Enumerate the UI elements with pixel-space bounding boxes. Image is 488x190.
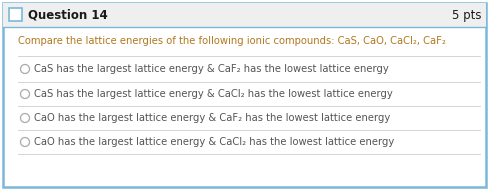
Text: CaO has the largest lattice energy & CaCl₂ has the lowest lattice energy: CaO has the largest lattice energy & CaC… <box>34 137 393 147</box>
Bar <box>9 8 22 21</box>
Text: CaO has the largest lattice energy & CaF₂ has the lowest lattice energy: CaO has the largest lattice energy & CaF… <box>34 113 389 123</box>
Text: 5 pts: 5 pts <box>450 9 480 21</box>
Text: Question 14: Question 14 <box>28 9 107 21</box>
Bar <box>3 3 485 27</box>
Text: CaS has the largest lattice energy & CaF₂ has the lowest lattice energy: CaS has the largest lattice energy & CaF… <box>34 64 388 74</box>
Text: CaS has the largest lattice energy & CaCl₂ has the lowest lattice energy: CaS has the largest lattice energy & CaC… <box>34 89 392 99</box>
Text: Compare the lattice energies of the following ionic compounds: CaS, CaO, CaCl₂, : Compare the lattice energies of the foll… <box>18 36 445 46</box>
